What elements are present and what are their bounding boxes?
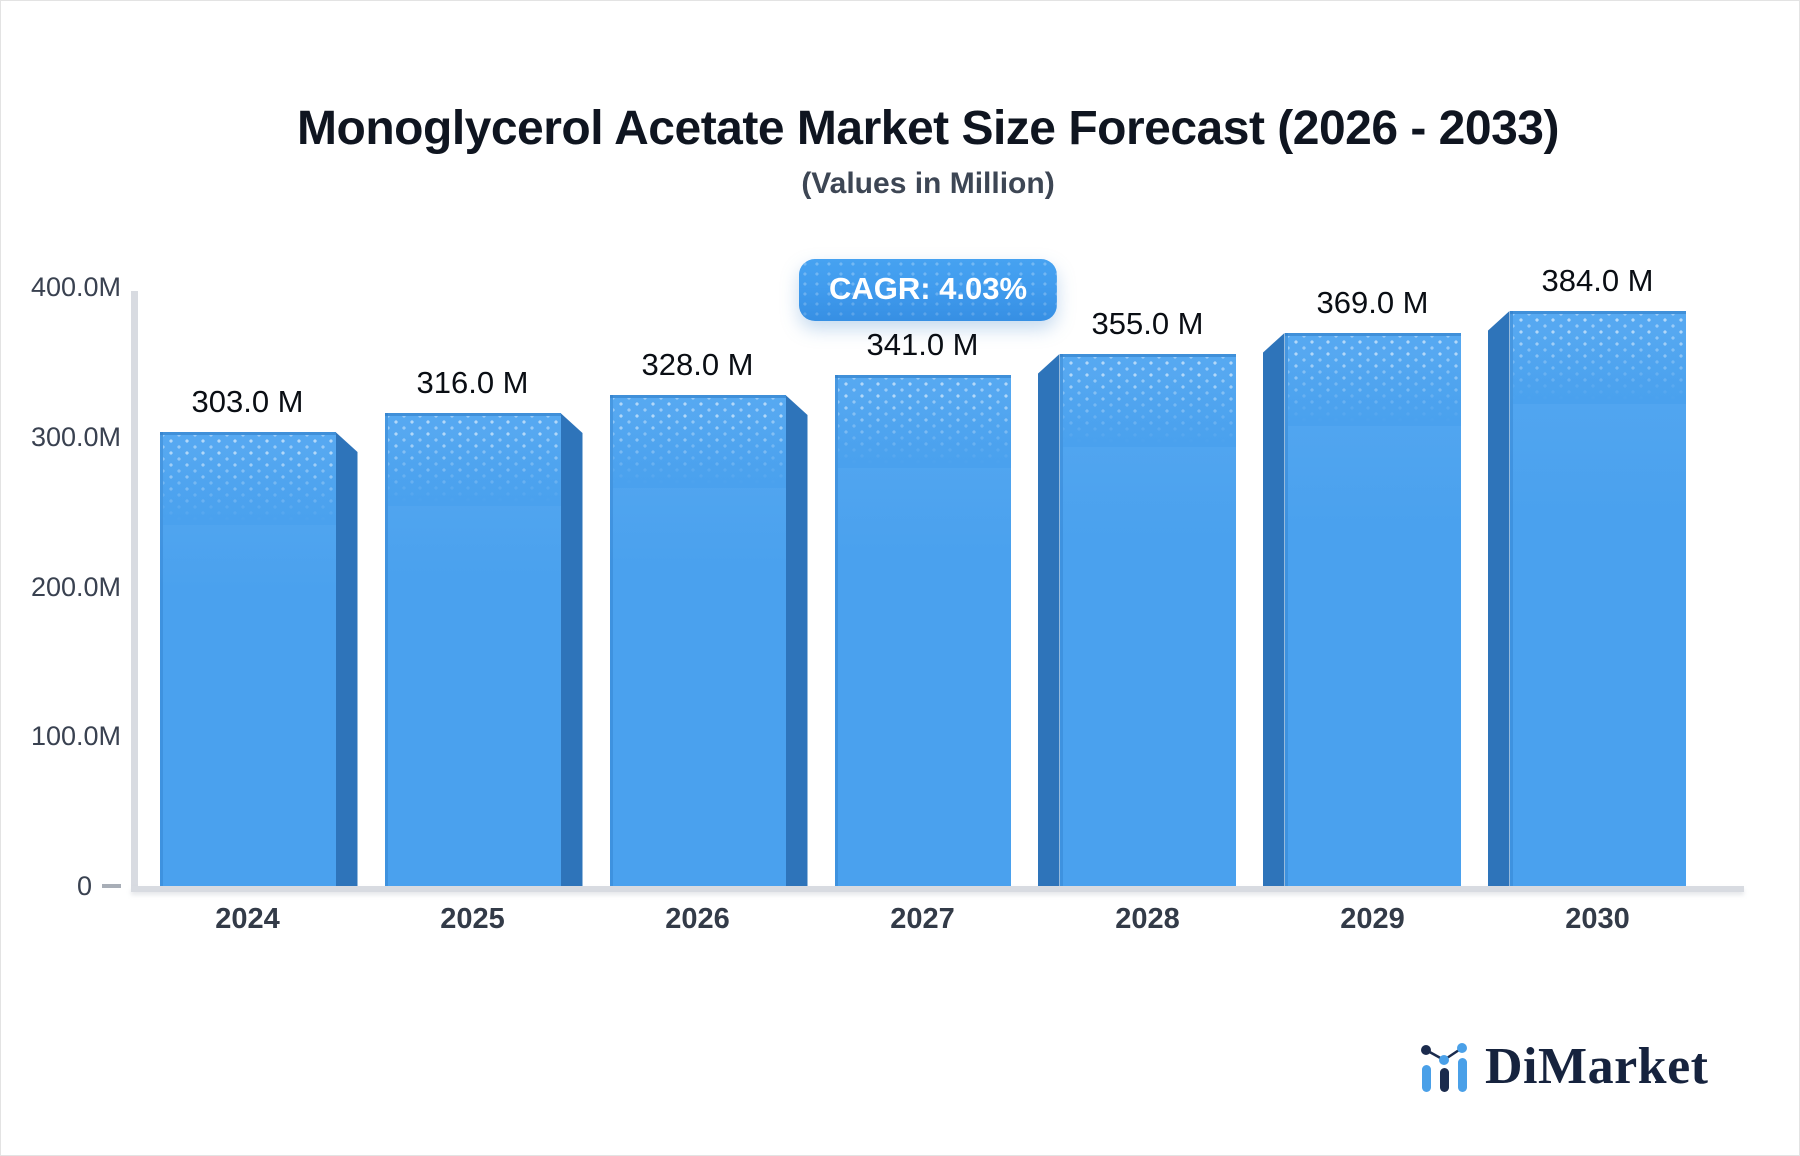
y-axis-line bbox=[131, 291, 138, 892]
y-tick-text: 100.0M bbox=[30, 721, 121, 752]
x-axis-label-2029: 2029 bbox=[1340, 903, 1405, 935]
bar-2024[interactable]: 303.0 M bbox=[159, 384, 358, 886]
bar-slot: 369.0 M bbox=[1260, 285, 1485, 886]
bar-slot: 384.0 M bbox=[1485, 263, 1710, 886]
bar-slot: 341.0 M bbox=[810, 327, 1035, 886]
bar-dots-texture bbox=[162, 435, 336, 525]
bar-2028[interactable]: 355.0 M bbox=[1037, 306, 1236, 886]
x-axis-label-2027: 2027 bbox=[890, 903, 955, 935]
bar-2026[interactable]: 328.0 M bbox=[609, 347, 808, 886]
bar-dots-texture bbox=[1062, 357, 1236, 447]
cagr-badge: CAGR: 4.03% bbox=[799, 259, 1057, 321]
x-axis-label-2024: 2024 bbox=[215, 903, 280, 935]
bar-3d-side bbox=[1037, 354, 1060, 886]
y-tick-label: 100.0M bbox=[1, 720, 121, 752]
zero-tick-mark bbox=[102, 884, 121, 888]
bar-slot: 355.0 M bbox=[1035, 306, 1260, 886]
y-tick-label: 300.0M bbox=[1, 421, 121, 453]
bar-3d-side bbox=[560, 413, 583, 886]
x-axis-label-2030: 2030 bbox=[1565, 903, 1630, 935]
bar-face bbox=[1509, 311, 1686, 886]
bar-2030[interactable]: 384.0 M bbox=[1487, 263, 1686, 886]
y-tick-label: 400.0M bbox=[1, 271, 121, 303]
x-axis-label-2028: 2028 bbox=[1115, 903, 1180, 935]
bar-value-label: 355.0 M bbox=[1091, 306, 1204, 341]
mini-bar-chart-icon bbox=[1421, 1043, 1467, 1092]
chart-title: Monoglycerol Acetate Market Size Forecas… bbox=[297, 102, 1559, 155]
bar-3d-side bbox=[335, 432, 358, 886]
bar-3d-side bbox=[1262, 333, 1285, 886]
y-tick-text: 0 bbox=[76, 871, 92, 901]
y-tick-label: 200.0M bbox=[1, 571, 121, 603]
bar-slot: 328.0 M bbox=[585, 347, 810, 886]
bar-3d-side bbox=[1487, 311, 1510, 886]
bar-dots-texture bbox=[1512, 314, 1686, 404]
bar-value-label: 384.0 M bbox=[1541, 263, 1654, 298]
bar-value-label: 369.0 M bbox=[1316, 285, 1429, 320]
bars-row: 303.0 M 316.0 M 328.0 M 341.0 M 355.0 M 369.0… bbox=[135, 1, 1710, 886]
bar-2025[interactable]: 316.0 M bbox=[384, 365, 583, 886]
x-axis-labels: 2024 2025 2026 2027 2028 2029 2030 bbox=[135, 903, 1710, 936]
brand-logo: DiMarket bbox=[1421, 1041, 1708, 1093]
y-tick-text: 300.0M bbox=[30, 421, 121, 452]
bar-dots-texture bbox=[612, 398, 786, 488]
bar-dots-texture bbox=[837, 378, 1011, 468]
bar-dots-texture bbox=[387, 416, 561, 506]
x-axis-label-2026: 2026 bbox=[665, 903, 730, 935]
bar-value-label: 328.0 M bbox=[641, 347, 754, 382]
chart-subtitle: (Values in Million) bbox=[801, 167, 1055, 200]
x-axis-baseline bbox=[131, 886, 1744, 892]
bar-value-label: 316.0 M bbox=[416, 365, 529, 400]
bar-2027[interactable]: 341.0 M bbox=[834, 327, 1011, 886]
x-axis-label-2025: 2025 bbox=[440, 903, 505, 935]
y-tick-text: 200.0M bbox=[30, 571, 121, 602]
y-tick-label: 0 bbox=[1, 870, 121, 902]
bar-slot: 303.0 M bbox=[135, 384, 360, 886]
brand-logo-text: DiMarket bbox=[1485, 1038, 1709, 1095]
bar-value-label: 341.0 M bbox=[866, 327, 979, 362]
cagr-badge-label: CAGR: 4.03% bbox=[828, 271, 1028, 306]
y-tick-text: 400.0M bbox=[30, 272, 121, 302]
bar-value-label: 303.0 M bbox=[191, 384, 304, 419]
bar-3d-side bbox=[785, 395, 808, 886]
bar-2029[interactable]: 369.0 M bbox=[1262, 285, 1461, 886]
bar-slot: 316.0 M bbox=[360, 365, 585, 886]
bar-dots-texture bbox=[1287, 336, 1461, 426]
